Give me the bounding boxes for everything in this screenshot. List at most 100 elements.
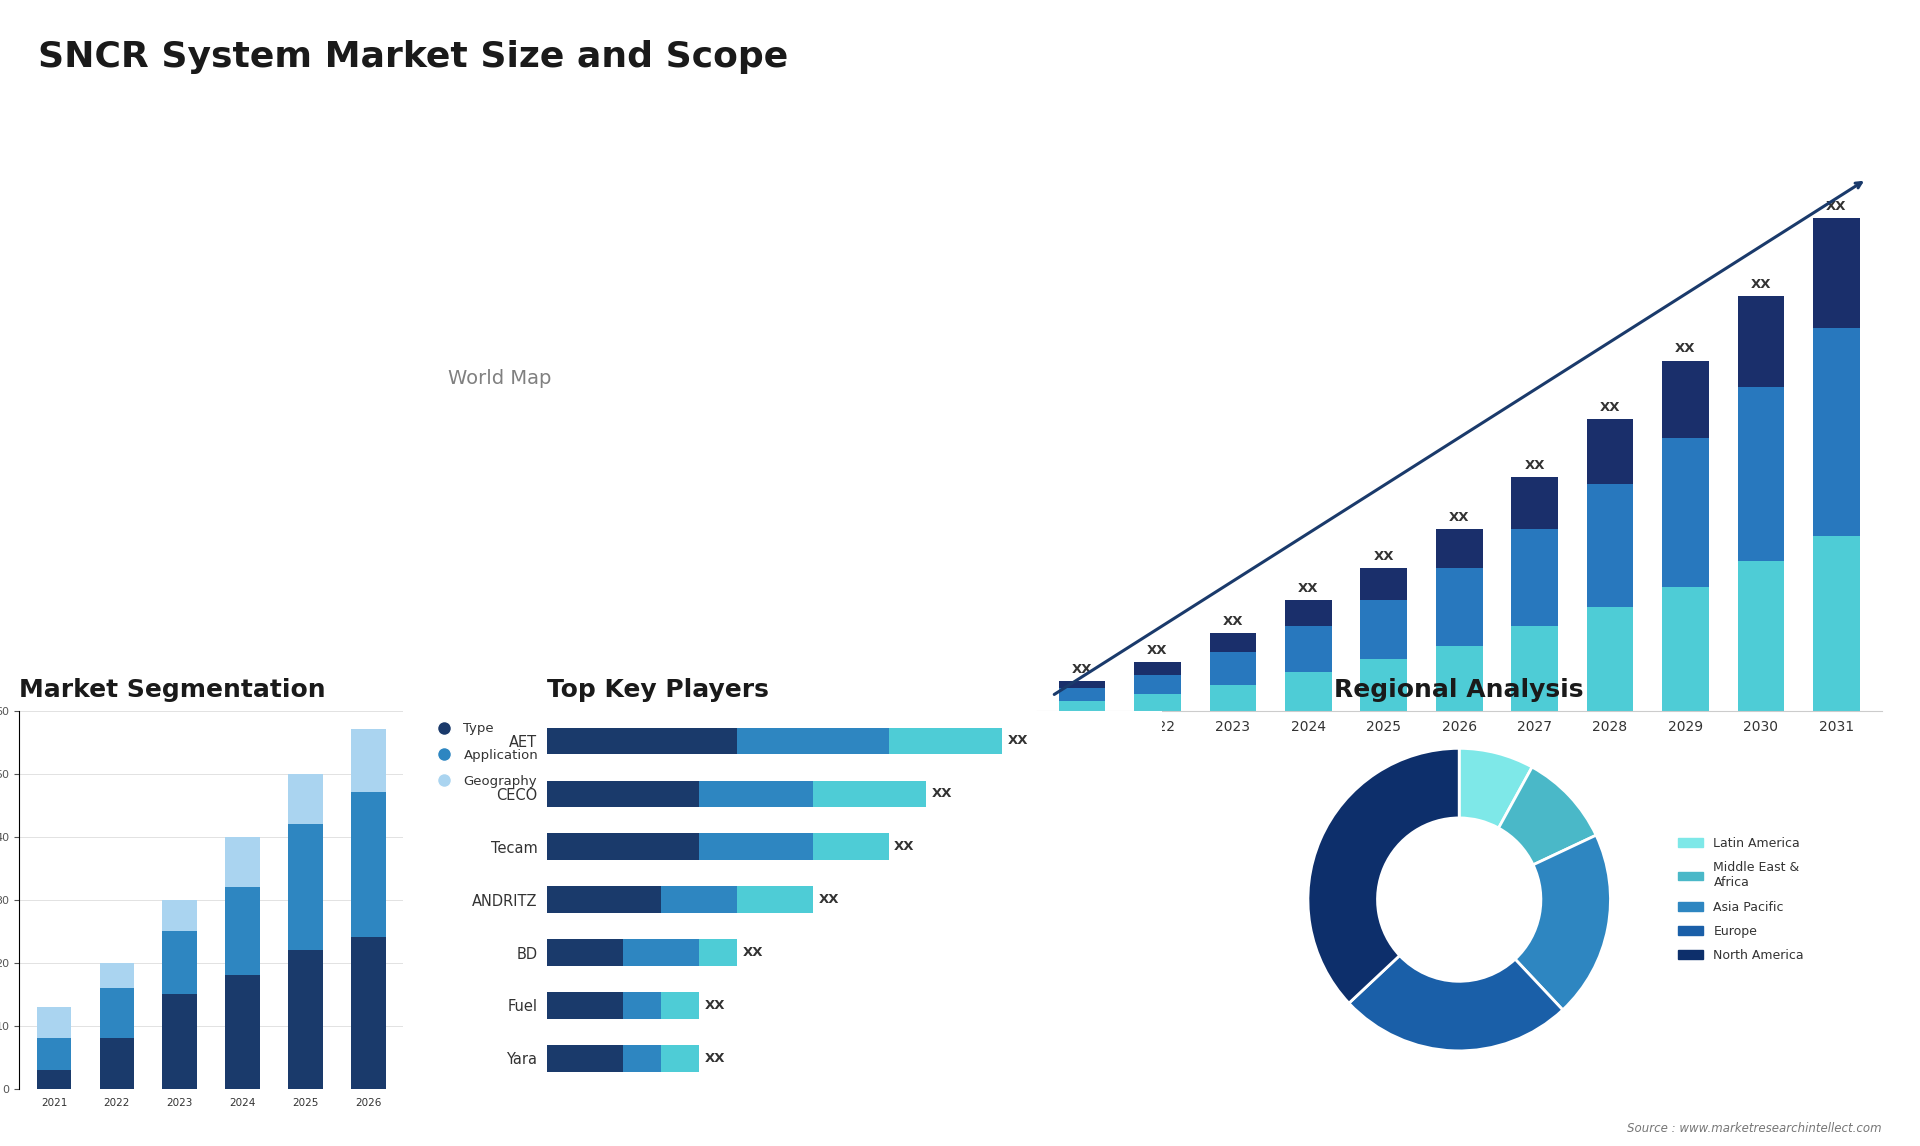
Bar — [547, 992, 624, 1019]
Bar — [1812, 535, 1860, 711]
Bar — [1738, 386, 1784, 562]
Bar — [624, 940, 699, 966]
Bar — [100, 988, 134, 1038]
Wedge shape — [1308, 748, 1459, 1003]
Text: XX: XX — [895, 840, 914, 854]
Wedge shape — [1350, 956, 1563, 1051]
Bar — [1511, 529, 1557, 627]
Text: XX: XX — [1524, 460, 1546, 472]
Bar — [624, 992, 660, 1019]
Bar — [1511, 477, 1557, 529]
Text: SNCR System Market Size and Scope: SNCR System Market Size and Scope — [38, 40, 789, 74]
Text: XX: XX — [1298, 582, 1319, 595]
Text: XX: XX — [1373, 550, 1394, 563]
Bar — [547, 886, 660, 913]
Bar — [100, 1038, 134, 1089]
Text: XX: XX — [1676, 343, 1695, 355]
Text: XX: XX — [1450, 511, 1469, 524]
Bar — [547, 780, 699, 807]
Wedge shape — [1459, 748, 1532, 829]
Bar — [100, 963, 134, 988]
Bar — [225, 837, 259, 887]
Bar — [547, 833, 699, 860]
Bar — [288, 774, 323, 824]
Text: XX: XX — [1751, 277, 1770, 291]
Bar — [1210, 652, 1256, 684]
Bar — [1135, 675, 1181, 694]
Bar — [225, 887, 259, 975]
Bar — [351, 729, 386, 793]
Bar — [1436, 645, 1482, 711]
Bar — [1663, 361, 1709, 439]
Bar — [351, 937, 386, 1089]
Bar — [624, 1045, 660, 1072]
Text: XX: XX — [1826, 199, 1847, 213]
Bar — [225, 975, 259, 1089]
Bar — [699, 780, 812, 807]
Bar — [1663, 588, 1709, 711]
Bar — [1135, 694, 1181, 711]
Bar — [660, 1045, 699, 1072]
Bar — [36, 1038, 71, 1070]
Bar — [699, 833, 812, 860]
Bar — [1284, 627, 1332, 672]
Bar — [163, 931, 198, 994]
Wedge shape — [1498, 767, 1596, 865]
Bar — [1436, 529, 1482, 568]
Bar — [1663, 439, 1709, 588]
Text: XX: XX — [1071, 664, 1092, 676]
Bar — [660, 992, 699, 1019]
Text: XX: XX — [1223, 614, 1242, 628]
Bar — [547, 728, 737, 754]
Bar — [1812, 218, 1860, 328]
Bar — [1361, 601, 1407, 659]
Text: XX: XX — [1599, 401, 1620, 414]
Text: Source : www.marketresearchintellect.com: Source : www.marketresearchintellect.com — [1626, 1122, 1882, 1135]
Bar — [1210, 633, 1256, 652]
Bar — [1586, 484, 1634, 607]
Bar — [699, 940, 737, 966]
Bar — [1361, 568, 1407, 601]
Bar — [1586, 607, 1634, 711]
Bar — [36, 1070, 71, 1089]
Bar — [1511, 627, 1557, 711]
Text: Market Segmentation: Market Segmentation — [19, 677, 326, 701]
Bar — [812, 833, 889, 860]
Text: XX: XX — [1008, 735, 1029, 747]
Text: XX: XX — [818, 893, 839, 906]
Bar — [288, 824, 323, 950]
Text: XX: XX — [705, 1052, 726, 1065]
Wedge shape — [1515, 835, 1611, 1010]
Text: XX: XX — [743, 945, 762, 959]
Bar — [812, 780, 927, 807]
Bar — [547, 940, 624, 966]
Text: World Map: World Map — [447, 369, 551, 387]
Bar — [1361, 659, 1407, 711]
Bar — [163, 994, 198, 1089]
Bar — [1058, 688, 1106, 701]
Bar — [1135, 662, 1181, 675]
Title: Regional Analysis: Regional Analysis — [1334, 677, 1584, 701]
Bar — [547, 1045, 624, 1072]
Bar — [1210, 684, 1256, 711]
Bar — [1436, 568, 1482, 645]
Bar — [288, 950, 323, 1089]
Bar — [889, 728, 1002, 754]
Text: Top Key Players: Top Key Players — [547, 677, 770, 701]
Text: XX: XX — [1148, 644, 1167, 657]
Bar — [660, 886, 737, 913]
Bar — [1058, 682, 1106, 688]
Text: XX: XX — [931, 787, 952, 800]
Bar — [1284, 672, 1332, 711]
Legend: Type, Application, Geography: Type, Application, Geography — [424, 717, 543, 793]
Bar — [737, 886, 812, 913]
Bar — [163, 900, 198, 931]
Bar — [1058, 701, 1106, 711]
Legend: Latin America, Middle East &
Africa, Asia Pacific, Europe, North America: Latin America, Middle East & Africa, Asi… — [1674, 832, 1809, 967]
Bar — [737, 728, 889, 754]
Bar — [1284, 601, 1332, 627]
Bar — [1738, 296, 1784, 386]
Bar — [1812, 328, 1860, 535]
Text: XX: XX — [705, 999, 726, 1012]
Bar — [36, 1006, 71, 1038]
